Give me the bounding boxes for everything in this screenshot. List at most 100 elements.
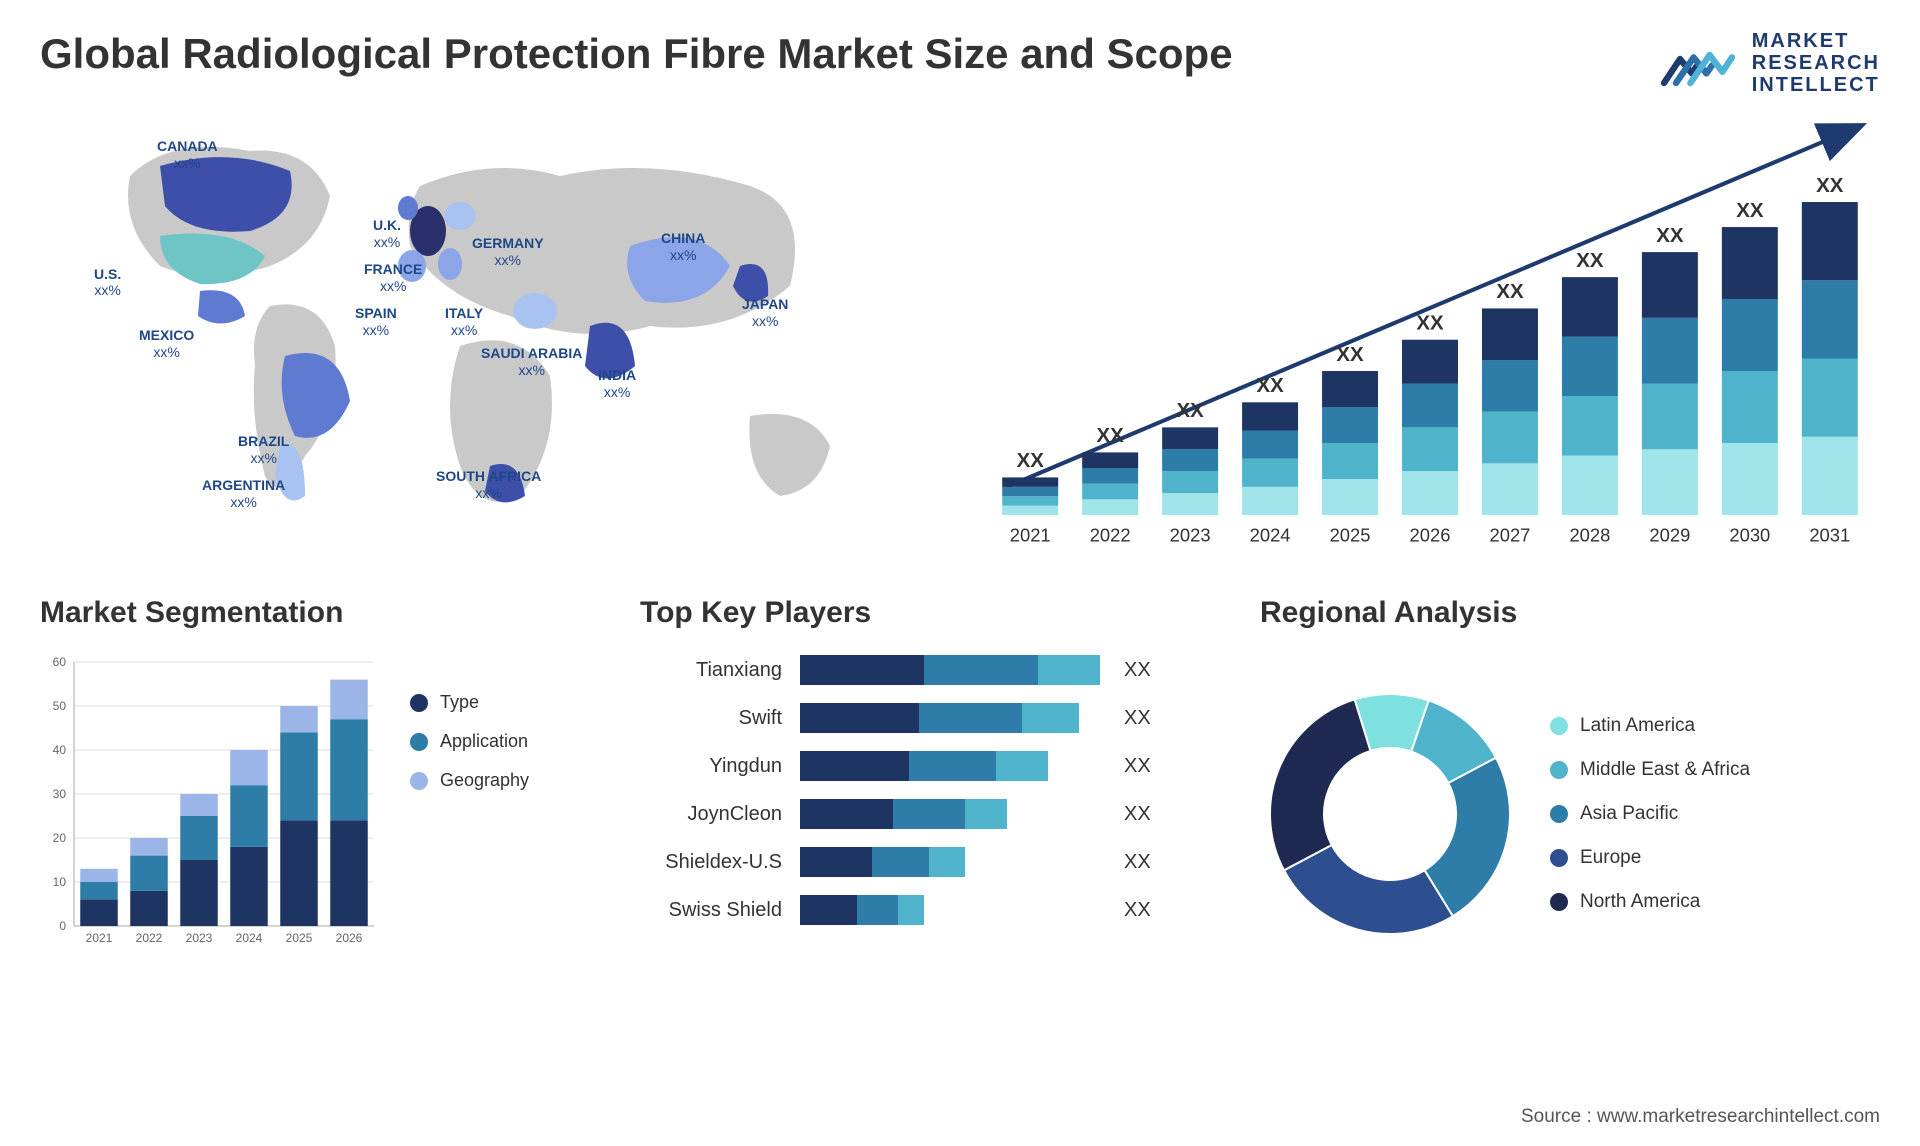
map-country-label: CANADAxx%	[157, 138, 218, 172]
legend-swatch	[410, 733, 428, 751]
svg-text:50: 50	[53, 699, 67, 713]
brand-logo: MARKET RESEARCH INTELLECT	[1660, 30, 1880, 96]
svg-text:2024: 2024	[236, 931, 263, 945]
legend-label: Application	[440, 731, 528, 752]
regional-legend: Latin America Middle East & Africa Asia Pa…	[1550, 715, 1750, 913]
svg-text:XX: XX	[1416, 311, 1444, 334]
map-country-label: FRANCExx%	[364, 261, 422, 295]
map-country-label: BRAZILxx%	[238, 433, 289, 467]
map-country-label: SAUDI ARABIAxx%	[481, 345, 582, 379]
map-country-label: ITALYxx%	[445, 305, 483, 339]
legend-item: Geography	[410, 770, 529, 791]
svg-text:2030: 2030	[1729, 525, 1770, 546]
player-value: XX	[1110, 851, 1151, 874]
legend-label: Asia Pacific	[1580, 803, 1678, 825]
svg-text:2025: 2025	[286, 931, 313, 945]
legend-item: North America	[1550, 891, 1750, 913]
player-bar-segment	[1038, 655, 1100, 685]
svg-text:2022: 2022	[136, 931, 163, 945]
svg-text:2029: 2029	[1649, 525, 1690, 546]
player-name: Shieldex-U.S	[640, 851, 800, 874]
player-value: XX	[1110, 659, 1151, 682]
map-country-label: CHINAxx%	[661, 230, 705, 264]
player-bar-segment	[800, 799, 893, 829]
legend-item: Type	[410, 692, 529, 713]
logo-text-3: INTELLECT	[1752, 74, 1880, 96]
svg-text:XX: XX	[1816, 174, 1844, 197]
svg-text:XX: XX	[1496, 280, 1524, 303]
legend-swatch	[1550, 717, 1568, 735]
source-attribution: Source : www.marketresearchintellect.com	[1521, 1106, 1880, 1128]
player-bar-segment	[898, 895, 924, 925]
player-bar	[800, 799, 1110, 829]
svg-text:10: 10	[53, 875, 67, 889]
legend-label: North America	[1580, 891, 1700, 913]
player-row: Swiss ShieldXX	[640, 892, 1200, 928]
segmentation-chart: 0102030405060202120222023202420252026	[40, 652, 380, 952]
legend-swatch	[410, 694, 428, 712]
player-value: XX	[1110, 755, 1151, 778]
logo-icon	[1660, 33, 1740, 93]
map-country-label: SOUTH AFRICAxx%	[436, 468, 541, 502]
legend-item: Europe	[1550, 847, 1750, 869]
player-bar-segment	[996, 751, 1048, 781]
player-bar-segment	[800, 703, 919, 733]
svg-text:2026: 2026	[1410, 525, 1451, 546]
key-players-title: Top Key Players	[640, 596, 1200, 630]
svg-text:60: 60	[53, 655, 67, 669]
map-country-label: SPAINxx%	[355, 305, 397, 339]
player-bar	[800, 655, 1110, 685]
player-bar-segment	[893, 799, 965, 829]
legend-item: Latin America	[1550, 715, 1750, 737]
legend-swatch	[1550, 805, 1568, 823]
regional-title: Regional Analysis	[1260, 596, 1880, 630]
svg-text:XX: XX	[1017, 449, 1045, 472]
map-country-label: MEXICOxx%	[139, 327, 194, 361]
player-row: Shieldex-U.S XX	[640, 844, 1200, 880]
world-map-panel: CANADAxx%U.S.xx%MEXICOxx%BRAZILxx%ARGENT…	[40, 116, 940, 556]
player-value: XX	[1110, 707, 1151, 730]
page-title: Global Radiological Protection Fibre Mar…	[40, 30, 1233, 78]
legend-swatch	[410, 772, 428, 790]
player-name: Swift	[640, 707, 800, 730]
player-value: XX	[1110, 803, 1151, 826]
legend-swatch	[1550, 849, 1568, 867]
player-name: Tianxiang	[640, 659, 800, 682]
player-bar-segment	[924, 655, 1038, 685]
player-row: Yingdun XX	[640, 748, 1200, 784]
map-country-label: INDIAxx%	[598, 367, 636, 401]
player-bar-segment	[872, 847, 929, 877]
growth-chart-panel: XX2021XX2022XX2023XX2024XX2025XX2026XX20…	[980, 116, 1880, 556]
legend-item: Asia Pacific	[1550, 803, 1750, 825]
svg-text:2027: 2027	[1489, 525, 1530, 546]
growth-bar-chart: XX2021XX2022XX2023XX2024XX2025XX2026XX20…	[980, 116, 1880, 556]
player-bar-segment	[909, 751, 997, 781]
player-row: Tianxiang XX	[640, 652, 1200, 688]
map-country-label: U.S.xx%	[94, 266, 121, 300]
svg-text:2023: 2023	[1170, 525, 1211, 546]
svg-text:2028: 2028	[1569, 525, 1610, 546]
svg-text:2031: 2031	[1809, 525, 1850, 546]
svg-text:XX: XX	[1576, 249, 1604, 272]
regional-donut-chart	[1260, 684, 1520, 944]
player-name: Yingdun	[640, 755, 800, 778]
player-bar-segment	[1022, 703, 1079, 733]
legend-item: Middle East & Africa	[1550, 759, 1750, 781]
svg-text:2024: 2024	[1250, 525, 1291, 546]
segmentation-legend: Type Application Geography	[410, 652, 529, 976]
player-bar-segment	[800, 751, 909, 781]
legend-swatch	[1550, 761, 1568, 779]
legend-swatch	[1550, 893, 1568, 911]
svg-text:XX: XX	[1736, 199, 1764, 222]
player-value: XX	[1110, 899, 1151, 922]
svg-text:2026: 2026	[336, 931, 363, 945]
svg-text:XX: XX	[1256, 374, 1284, 397]
svg-text:2022: 2022	[1090, 525, 1131, 546]
segmentation-title: Market Segmentation	[40, 596, 580, 630]
svg-text:XX: XX	[1656, 224, 1684, 247]
player-row: JoynCleonXX	[640, 796, 1200, 832]
svg-text:40: 40	[53, 743, 67, 757]
svg-text:2021: 2021	[1010, 525, 1051, 546]
player-bar-segment	[800, 655, 924, 685]
segmentation-panel: Market Segmentation 01020304050602021202…	[40, 596, 580, 976]
